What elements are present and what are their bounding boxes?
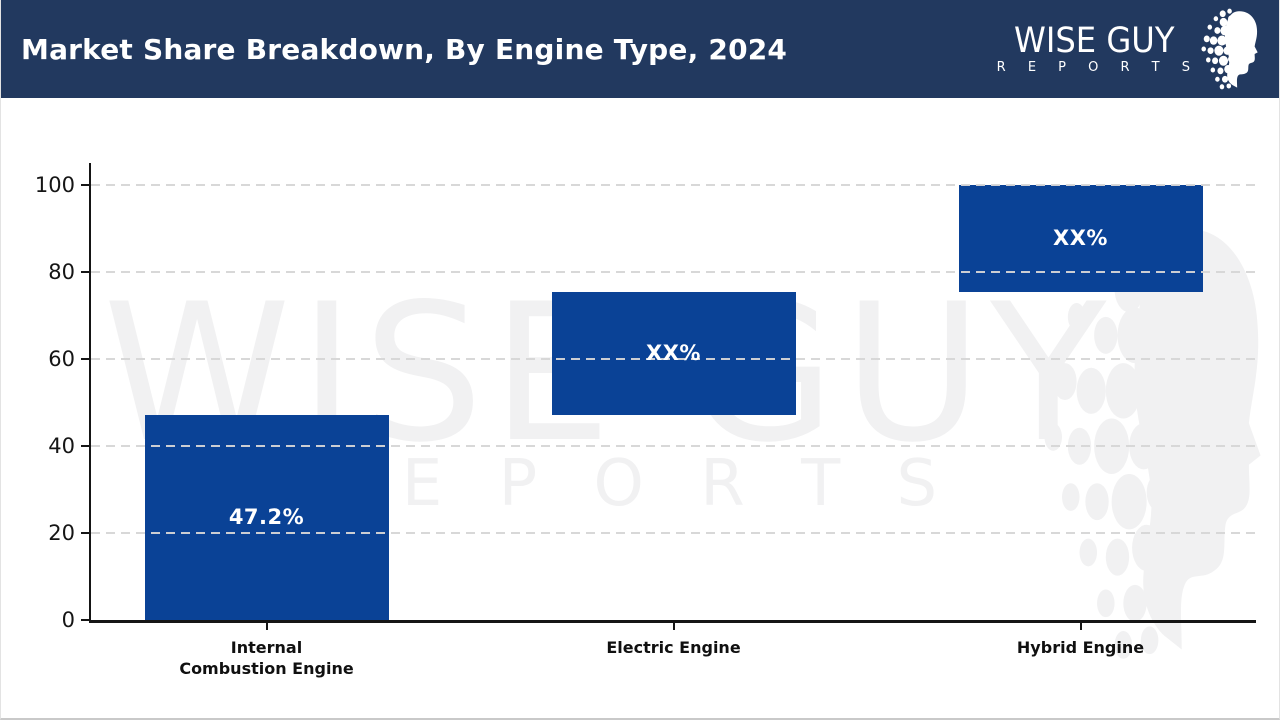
y-tick-label: 60 bbox=[48, 346, 75, 371]
y-tick-mark bbox=[81, 270, 89, 273]
x-tick-label-line: Combustion Engine bbox=[179, 659, 354, 678]
y-tick-mark bbox=[81, 619, 89, 621]
bar-value-label: XX% bbox=[1053, 226, 1108, 251]
x-tick-mark bbox=[265, 623, 268, 630]
wise-guy-reports-logo: WISE GUY R E P O R T S bbox=[989, 7, 1263, 91]
logo-text: WISE GUY R E P O R T S bbox=[989, 23, 1199, 75]
logo-subtitle: R E P O R T S bbox=[996, 60, 1199, 75]
bar-value-label: 47.2% bbox=[228, 505, 305, 530]
x-tick-mark bbox=[672, 623, 675, 630]
bar: 47.2% bbox=[144, 414, 389, 620]
y-tick-label: 80 bbox=[48, 259, 75, 284]
x-tick-label-line: Internal bbox=[230, 638, 303, 657]
watermark-subtitle: R E P O R T S bbox=[301, 447, 956, 521]
gridline bbox=[91, 270, 1256, 273]
x-tick-label-line: Hybrid Engine bbox=[1016, 638, 1145, 657]
x-tick-mark bbox=[1079, 623, 1082, 630]
plot-area: 0 20 40 60 80 100 47.2% Internal Combustion Engi… bbox=[35, 163, 1256, 678]
gridline bbox=[91, 444, 1256, 447]
gridline bbox=[91, 531, 1256, 534]
y-tick-mark bbox=[81, 444, 89, 447]
gridline bbox=[91, 357, 1256, 360]
y-tick-mark bbox=[81, 183, 89, 186]
header-bar: Market Share Breakdown, By Engine Type, … bbox=[1, 0, 1279, 98]
y-tick-label: 40 bbox=[48, 433, 75, 458]
gridline bbox=[91, 183, 1256, 186]
y-tick-label: 100 bbox=[34, 172, 75, 197]
bar-value-label: XX% bbox=[646, 341, 701, 366]
logo-wordmark: WISE GUY bbox=[1013, 21, 1175, 61]
page-title: Market Share Breakdown, By Engine Type, … bbox=[21, 32, 788, 66]
x-tick-label: Electric Engine bbox=[606, 637, 740, 658]
y-tick-label: 0 bbox=[61, 608, 75, 632]
y-tick-mark bbox=[81, 531, 89, 534]
dotted-head-profile-icon bbox=[1201, 8, 1258, 90]
y-tick-label: 20 bbox=[48, 520, 75, 545]
x-tick-label: Internal Combustion Engine bbox=[179, 637, 353, 679]
x-tick-label: Hybrid Engine bbox=[1017, 637, 1144, 658]
y-tick-mark bbox=[81, 357, 89, 360]
bar: XX% bbox=[958, 184, 1203, 292]
x-tick-label-line: Electric Engine bbox=[606, 638, 741, 657]
bar: XX% bbox=[551, 291, 796, 415]
